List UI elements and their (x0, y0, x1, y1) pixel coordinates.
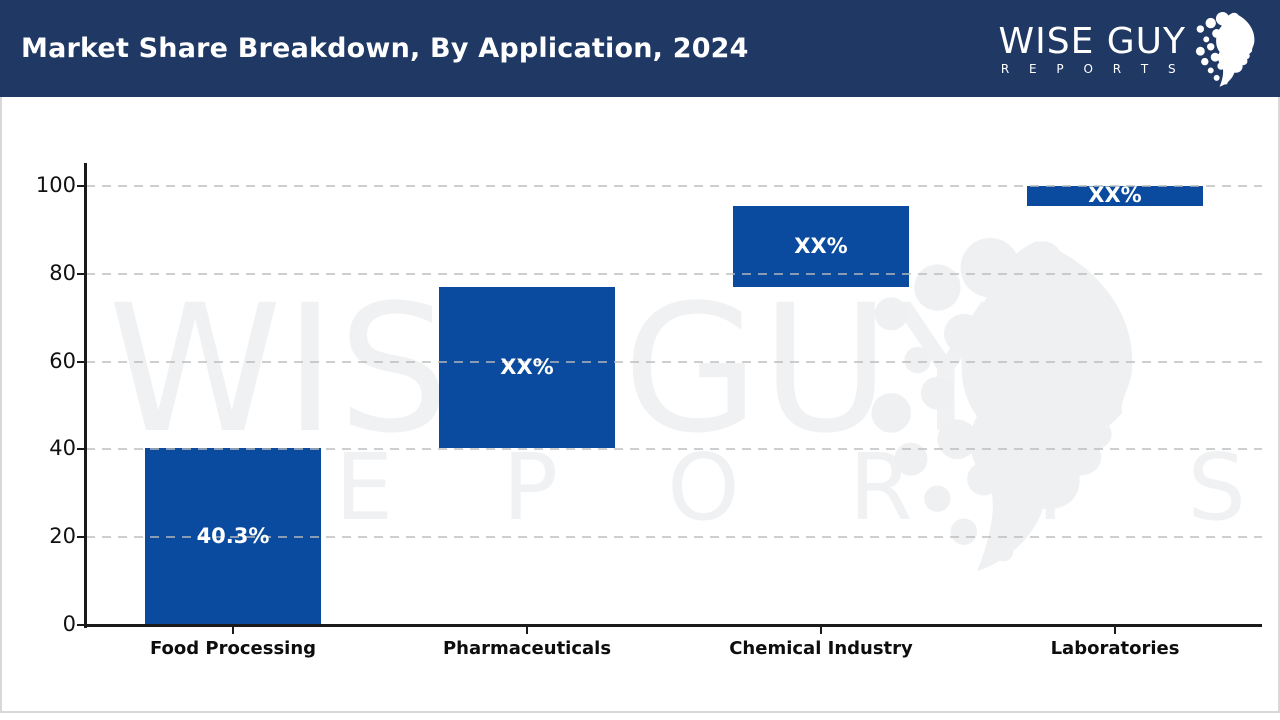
y-tickmark-0 (77, 624, 86, 626)
y-tick-label-60: 60 (49, 348, 76, 373)
y-tickmark-100 (77, 185, 86, 187)
y-tickmark-60 (77, 360, 86, 363)
x-category-label: Chemical Industry (729, 638, 913, 659)
logo-text: WISE GUY R E P O R T S (998, 20, 1187, 76)
page-title: Market Share Breakdown, By Application, … (21, 33, 749, 64)
y-tick-label-40: 40 (49, 436, 76, 461)
bar-value-label: 40.3% (196, 523, 270, 548)
bar-value-label: XX% (794, 233, 848, 258)
x-category-label: Food Processing (149, 638, 317, 659)
bar-pharmaceuticals (439, 287, 615, 449)
bar-laboratories (1027, 186, 1203, 207)
y-tick-label-100: 100 (35, 173, 76, 197)
head-profile-dots-icon (1195, 12, 1255, 87)
bar-value-label: XX% (1088, 183, 1142, 208)
x-tickmark-4 (1114, 625, 1116, 634)
logo: WISE GUY R E P O R T S (999, 6, 1265, 92)
x-axis-line (84, 624, 1262, 627)
x-tickmark-2 (526, 625, 528, 634)
header-bar: Market Share Breakdown, By Application, … (0, 0, 1280, 97)
x-tickmark-3 (820, 625, 822, 634)
x-tickmark-1 (232, 625, 234, 634)
y-tickmark-80 (77, 272, 86, 275)
logo-wordmark: WISE GUY (998, 20, 1186, 62)
y-tick-label-20: 20 (49, 524, 76, 549)
logo-subtitle: R E P O R T S (1000, 61, 1184, 76)
x-category-label: Laboratories (1050, 638, 1180, 659)
y-axis-line (84, 163, 87, 628)
y-tick-label-0: 0 (62, 612, 76, 636)
y-tickmark-20 (77, 536, 86, 539)
y-tickmark-40 (77, 448, 86, 451)
x-category-label: Pharmaceuticals (442, 638, 612, 659)
y-tick-label-80: 80 (49, 260, 76, 285)
bar-value-label: XX% (500, 354, 554, 379)
